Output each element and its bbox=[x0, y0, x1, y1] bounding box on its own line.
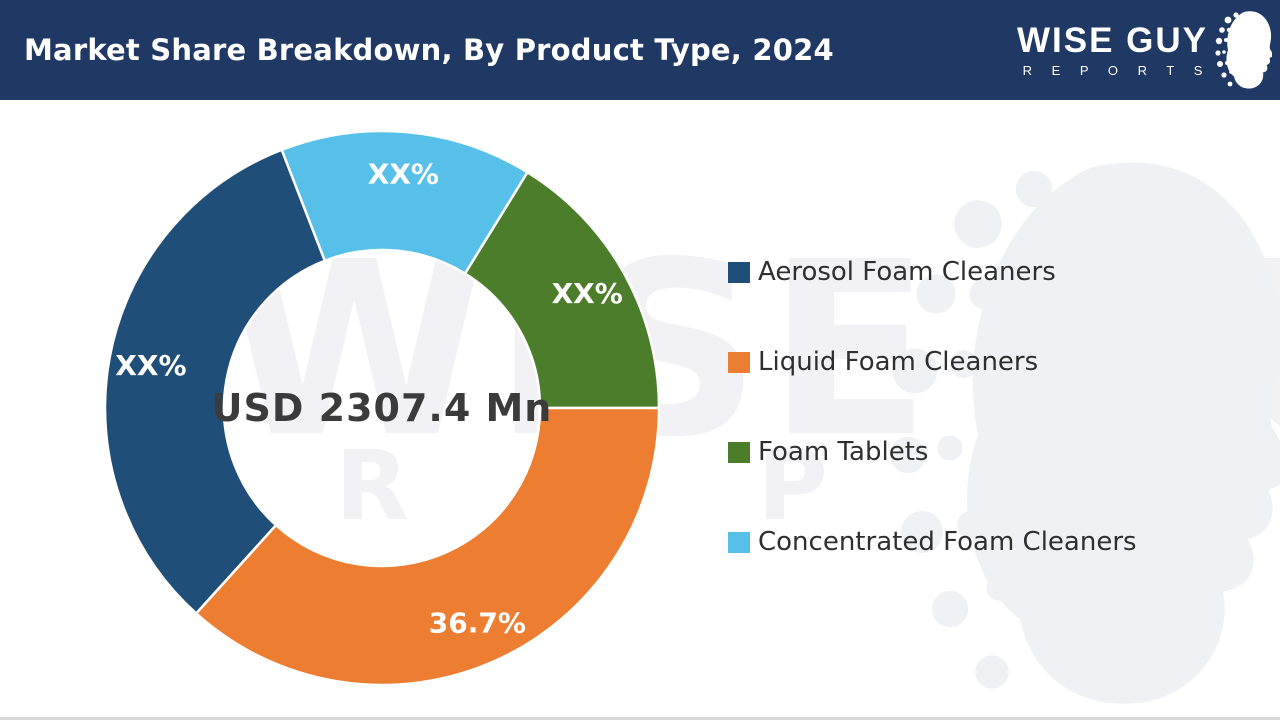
page-title: Market Share Breakdown, By Product Type,… bbox=[24, 33, 834, 67]
slice-label: 36.7% bbox=[429, 606, 526, 639]
legend-swatch bbox=[728, 351, 750, 373]
wiseguy-logo: WISE GUY R E P O R T S bbox=[1017, 0, 1272, 100]
watermark-face-icon bbox=[889, 162, 1280, 704]
donut-slice-foam-tablets[interactable] bbox=[463, 171, 661, 410]
slice-label: XX% bbox=[552, 277, 623, 310]
donut-center-value: USD 2307.4 Mn bbox=[211, 386, 553, 430]
slice-label: XX% bbox=[368, 157, 439, 190]
bottom-divider bbox=[0, 717, 1280, 720]
donut-slice-aerosol-foam-cleaners[interactable] bbox=[103, 148, 327, 615]
legend-item-liquid-foam-cleaners[interactable]: Liquid Foam Cleaners bbox=[728, 347, 1137, 377]
wiseguy-logo-text: WISE GUY R E P O R T S bbox=[1017, 23, 1208, 78]
logo-wordmark: WISE GUY bbox=[1016, 20, 1208, 60]
logo-subtitle: R E P O R T S bbox=[1022, 62, 1211, 78]
legend-swatch bbox=[728, 531, 750, 553]
slice-label: XX% bbox=[115, 349, 186, 382]
legend-item-concentrated-foam-cleaners[interactable]: Concentrated Foam Cleaners bbox=[728, 527, 1137, 557]
header: Market Share Breakdown, By Product Type,… bbox=[0, 0, 1280, 100]
legend-item-label: Concentrated Foam Cleaners bbox=[758, 527, 1137, 557]
legend-item-label: Foam Tablets bbox=[758, 437, 929, 467]
legend-swatch bbox=[728, 441, 750, 463]
legend-item-aerosol-foam-cleaners[interactable]: Aerosol Foam Cleaners bbox=[728, 257, 1137, 287]
legend: Aerosol Foam Cleaners Liquid Foam Cleane… bbox=[728, 257, 1137, 557]
chart-area: WISE GUY R E P O R T S XX%XX%XX%36.7% US… bbox=[0, 100, 1280, 720]
face-profile-icon bbox=[1215, 11, 1272, 89]
donut-chart[interactable]: XX% XX% XX% 36.7% bbox=[72, 98, 692, 718]
legend-item-label: Liquid Foam Cleaners bbox=[758, 347, 1039, 377]
legend-item-label: Aerosol Foam Cleaners bbox=[758, 257, 1056, 287]
legend-swatch bbox=[728, 261, 750, 283]
donut-slice-concentrated-foam-cleaners[interactable] bbox=[280, 129, 529, 275]
donut-slice-liquid-foam-cleaners[interactable] bbox=[194, 406, 661, 687]
legend-item-foam-tablets[interactable]: Foam Tablets bbox=[728, 437, 1137, 467]
